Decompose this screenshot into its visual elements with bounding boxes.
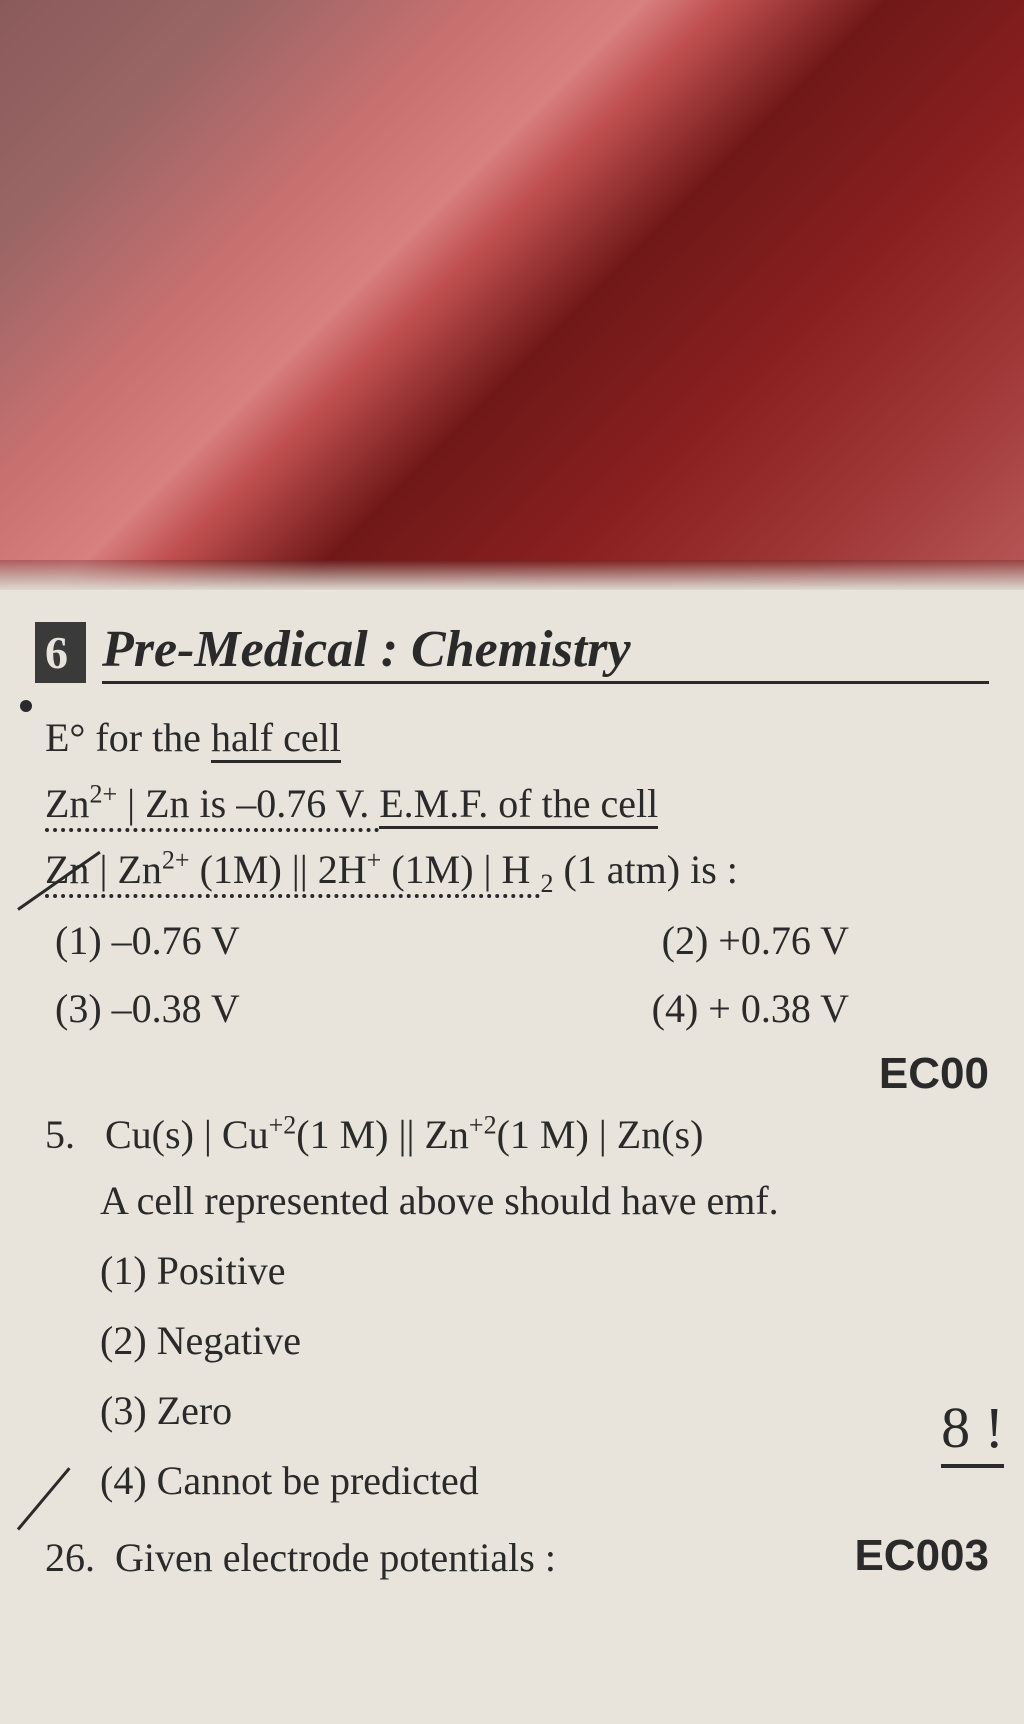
q24-l3-p4: (1M) | H bbox=[381, 847, 530, 892]
section-title: Pre-Medical : Chemistry bbox=[102, 620, 989, 684]
q24-opt1: (1) –0.76 V bbox=[55, 911, 240, 971]
q25-cell-sup2: +2 bbox=[469, 1111, 497, 1140]
q24-line3: Zn | Zn2+ (1M) || 2H+ (1M) | H 2 (1 atm)… bbox=[45, 840, 989, 903]
q25-cell-p2: (1 M) || Zn bbox=[296, 1112, 469, 1157]
q24-options-row2: (3) –0.38 V (4) + 0.38 V bbox=[45, 979, 989, 1039]
section-header: 6 Pre-Medical : Chemistry bbox=[35, 620, 989, 684]
q25-cell-sup1: +2 bbox=[269, 1111, 297, 1140]
q25-opt4: (4) Cannot be predicted bbox=[100, 1451, 989, 1511]
q25-cell-p3: (1 M) | Zn(s) bbox=[497, 1112, 704, 1157]
content-region: 6 Pre-Medical : Chemistry E° for the hal… bbox=[0, 590, 1024, 1601]
q24-line2: Zn2+ | Zn is –0.76 V. E.M.F. of the cell bbox=[45, 774, 989, 834]
code-ec003: EC003 bbox=[854, 1531, 989, 1581]
q24-l2-sup: 2+ bbox=[89, 780, 117, 809]
q24-options-row1: (1) –0.76 V (2) +0.76 V bbox=[45, 911, 989, 971]
q25-stem: A cell represented above should have emf… bbox=[45, 1171, 989, 1231]
q25-opt3: (3) Zero bbox=[100, 1381, 989, 1441]
bottom-row: 26. Given electrode potentials : EC003 bbox=[35, 1531, 989, 1581]
q25-cell-notation: 5. Cu(s) | Cu+2(1 M) || Zn+2(1 M) | Zn(s… bbox=[45, 1105, 989, 1165]
q24-emf-underline: E.M.F. of the cell bbox=[379, 781, 658, 829]
q24-line1-prefix: E° for the bbox=[45, 715, 211, 760]
q24-l3-sub1: 2 bbox=[540, 869, 553, 898]
q24-l2-zn: Zn bbox=[45, 781, 89, 826]
q24-halfcell-underline: half cell bbox=[211, 715, 341, 763]
q24-l3-sup1: 2+ bbox=[162, 846, 190, 875]
q24-opt4: (4) + 0.38 V bbox=[652, 979, 849, 1039]
q24-l2-mid: | Zn is –0.76 V. bbox=[117, 781, 379, 826]
page-container: 6 Pre-Medical : Chemistry E° for the hal… bbox=[0, 0, 1024, 1601]
q25-opt2: (2) Negative bbox=[100, 1311, 989, 1371]
q24-line3-dotted: Zn | Zn2+ (1M) || 2H+ (1M) | H bbox=[45, 847, 540, 898]
q24-line1: E° for the half cell bbox=[45, 708, 989, 768]
code-ec00: EC00 bbox=[35, 1049, 989, 1099]
q24-opt3: (3) –0.38 V bbox=[55, 979, 240, 1039]
q24-l3-sup2: + bbox=[367, 846, 382, 875]
q25-options: (1) Positive (2) Negative (3) Zero (4) C… bbox=[45, 1241, 989, 1511]
section-number-box: 6 bbox=[35, 622, 86, 683]
q25-cell-p1: Cu(s) | Cu bbox=[105, 1112, 269, 1157]
q24-l3-p5: (1 atm) is : bbox=[553, 847, 737, 892]
q24-zn-dotted: Zn2+ | Zn is –0.76 V. bbox=[45, 781, 379, 832]
question-24: E° for the half cell Zn2+ | Zn is –0.76 … bbox=[35, 708, 989, 1039]
q26-number: 26. bbox=[45, 1535, 95, 1580]
q24-l3-p2: | Zn bbox=[89, 847, 161, 892]
q24-l3-p3: (1M) || 2H bbox=[190, 847, 367, 892]
q26-text: Given electrode potentials : bbox=[115, 1535, 556, 1580]
q25-opt1: (1) Positive bbox=[100, 1241, 989, 1301]
question-26: 26. Given electrode potentials : bbox=[35, 1534, 556, 1581]
photo-region bbox=[0, 0, 1024, 590]
handwritten-annotation: 8 ! bbox=[941, 1394, 1004, 1461]
handwritten-text: 8 ! bbox=[941, 1395, 1004, 1468]
question-25: 5. Cu(s) | Cu+2(1 M) || Zn+2(1 M) | Zn(s… bbox=[35, 1105, 989, 1511]
q24-opt2: (2) +0.76 V bbox=[662, 911, 849, 971]
q25-number: 5. bbox=[45, 1105, 95, 1165]
bullet-dot bbox=[20, 700, 32, 712]
